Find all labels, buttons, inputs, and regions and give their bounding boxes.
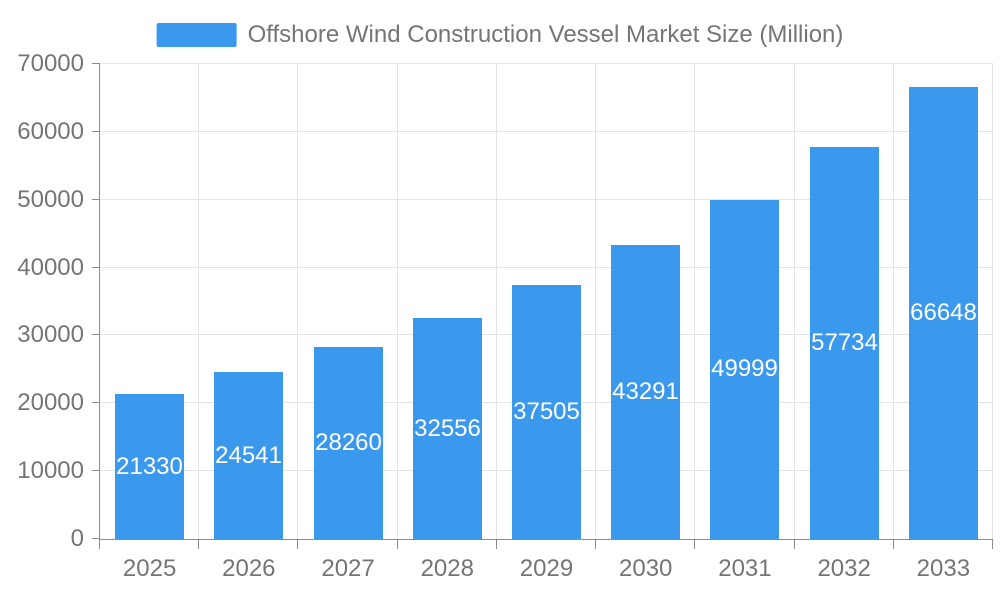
legend-swatch — [156, 23, 237, 47]
x-axis-tick-label: 2027 — [321, 555, 375, 582]
x-axis-tick-label: 2032 — [817, 555, 871, 582]
x-axis-tick-label: 2025 — [122, 555, 177, 582]
y-axis-tick-label: 0 — [70, 525, 84, 552]
bar-value-label: 37505 — [513, 397, 580, 425]
x-gridline — [694, 64, 696, 539]
bar-2027[interactable]: 28260 — [314, 347, 383, 539]
y-axis-tick-label: 50000 — [17, 185, 84, 213]
y-axis-tick-label: 70000 — [17, 50, 84, 77]
y-axis-tick — [92, 538, 100, 539]
x-gridline — [297, 64, 299, 539]
y-axis-tick — [92, 402, 100, 404]
x-axis-tick-label: 2026 — [222, 555, 276, 582]
bar-2032[interactable]: 57734 — [810, 147, 879, 539]
bar-value-label: 32556 — [414, 414, 481, 442]
y-axis-tick-label: 60000 — [17, 117, 84, 145]
bar-2030[interactable]: 43291 — [611, 245, 680, 539]
y-axis-tick — [92, 63, 100, 64]
bar-value-label: 57734 — [811, 329, 878, 357]
x-axis-tick-label: 2031 — [718, 555, 772, 582]
bar-2029[interactable]: 37505 — [512, 284, 581, 539]
y-axis-tick — [92, 334, 100, 336]
x-axis-tick — [495, 539, 497, 549]
y-gridline — [100, 266, 993, 268]
y-gridline — [100, 198, 993, 200]
y-axis-tick — [92, 130, 100, 132]
x-gridline — [892, 64, 894, 539]
bar-2031[interactable]: 49999 — [710, 199, 779, 539]
y-axis-tick — [92, 470, 100, 472]
x-gridline — [595, 64, 597, 539]
x-gridline — [992, 64, 993, 539]
x-axis-tick-label: 2030 — [619, 555, 673, 582]
bar-value-label: 24541 — [215, 441, 282, 469]
x-axis-tick — [595, 539, 597, 549]
legend-label: Offshore Wind Construction Vessel Market… — [247, 21, 844, 48]
bar-2026[interactable]: 24541 — [214, 372, 283, 539]
x-axis-tick — [694, 539, 696, 549]
y-axis-tick-label: 20000 — [17, 389, 84, 417]
bar-2025[interactable]: 21330 — [115, 394, 184, 539]
y-axis-tick-label: 10000 — [17, 457, 84, 485]
y-gridline — [100, 130, 993, 132]
x-gridline — [198, 64, 200, 539]
x-gridline — [396, 64, 398, 539]
legend-item[interactable]: Offshore Wind Construction Vessel Market… — [156, 21, 844, 49]
x-axis-tick — [297, 539, 299, 549]
bar-2028[interactable]: 32556 — [413, 318, 482, 539]
x-axis-tick — [396, 539, 398, 549]
x-axis-line — [99, 539, 993, 540]
y-axis-tick — [92, 198, 100, 200]
x-axis-tick — [992, 539, 993, 549]
x-axis-tick — [198, 539, 200, 549]
x-axis-tick — [892, 539, 894, 549]
y-axis-line — [99, 64, 100, 549]
x-axis-tick — [793, 539, 795, 549]
x-axis-tick-label: 2033 — [916, 555, 971, 582]
x-axis-tick-label: 2029 — [519, 555, 574, 582]
y-gridline — [100, 63, 993, 64]
bar-value-label: 66648 — [910, 298, 977, 326]
bar-value-label: 49999 — [711, 355, 778, 383]
bar-2033[interactable]: 66648 — [909, 86, 978, 539]
x-axis-tick-label: 2028 — [420, 555, 474, 582]
bar-value-label: 21330 — [116, 452, 183, 480]
y-axis-tick-label: 30000 — [17, 321, 84, 349]
y-axis-tick-label: 40000 — [17, 253, 84, 281]
x-gridline — [495, 64, 497, 539]
x-gridline — [793, 64, 795, 539]
bar-value-label: 28260 — [315, 429, 382, 457]
bar-value-label: 43291 — [612, 378, 679, 406]
y-axis-tick — [92, 266, 100, 268]
